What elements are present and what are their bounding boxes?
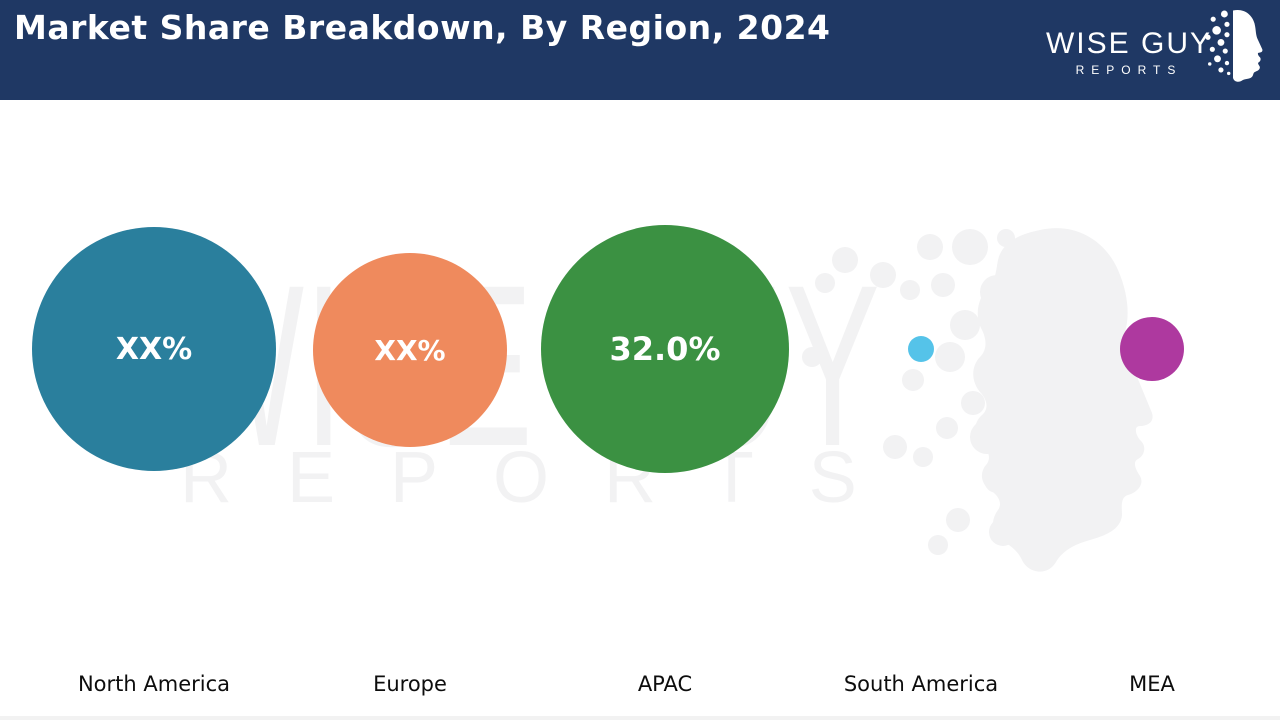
page-title: Market Share Breakdown, By Region, 2024 [14, 8, 831, 47]
logo-brand-line2: REPORTS [1075, 62, 1183, 77]
bubble-value-label: XX% [115, 331, 193, 367]
watermark-head-silhouette [973, 228, 1153, 572]
category-label-apac: APAC [637, 672, 693, 696]
bubble-value-label: XX% [374, 333, 446, 367]
chart-area: WISE GUY REPORTS XX% XX% [0, 100, 1280, 720]
bubble-europe: XX% [313, 253, 507, 447]
category-label-europe: Europe [373, 672, 447, 696]
bubble-apac: 32.0% [541, 225, 789, 473]
watermark-line2: REPORTS [180, 438, 912, 518]
wise-guy-head-icon [1205, 9, 1263, 82]
category-label-north-america: North America [77, 672, 231, 696]
bubble-mea [1120, 317, 1184, 381]
logo-brand-text: WISE GUY REPORTS [1045, 26, 1212, 77]
bottom-edge-strip [0, 716, 1280, 720]
wise-guy-logo: WISE GUY REPORTS [1046, 2, 1264, 88]
logo-brand-line1: WISE GUY [1045, 26, 1212, 60]
header-bar: Market Share Breakdown, By Region, 2024 … [0, 0, 1280, 100]
bubble-north-america: XX% [32, 227, 276, 471]
bubble-value-label: 32.0% [609, 330, 721, 368]
watermark-dots [802, 229, 1045, 555]
category-label-south-america: South America [843, 672, 999, 696]
bubble-south-america [908, 336, 934, 362]
category-label-mea: MEA [1129, 672, 1175, 696]
